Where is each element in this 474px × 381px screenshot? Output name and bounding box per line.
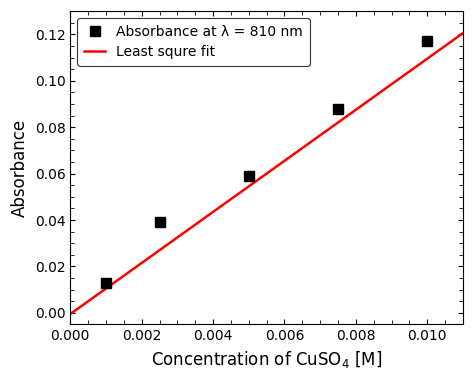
- Line: Absorbance at λ = 810 nm: Absorbance at λ = 810 nm: [101, 37, 432, 288]
- Absorbance at λ = 810 nm: [424, 39, 430, 43]
- Y-axis label: Absorbance: Absorbance: [11, 119, 29, 217]
- Absorbance at λ = 810 nm: [103, 280, 109, 285]
- Legend: Absorbance at λ = 810 nm, Least squre fit: Absorbance at λ = 810 nm, Least squre fi…: [77, 18, 310, 66]
- Absorbance at λ = 810 nm: [246, 174, 252, 178]
- X-axis label: Concentration of CuSO$_4$ [M]: Concentration of CuSO$_4$ [M]: [151, 349, 382, 370]
- Absorbance at λ = 810 nm: [335, 106, 341, 111]
- Absorbance at λ = 810 nm: [157, 220, 163, 225]
